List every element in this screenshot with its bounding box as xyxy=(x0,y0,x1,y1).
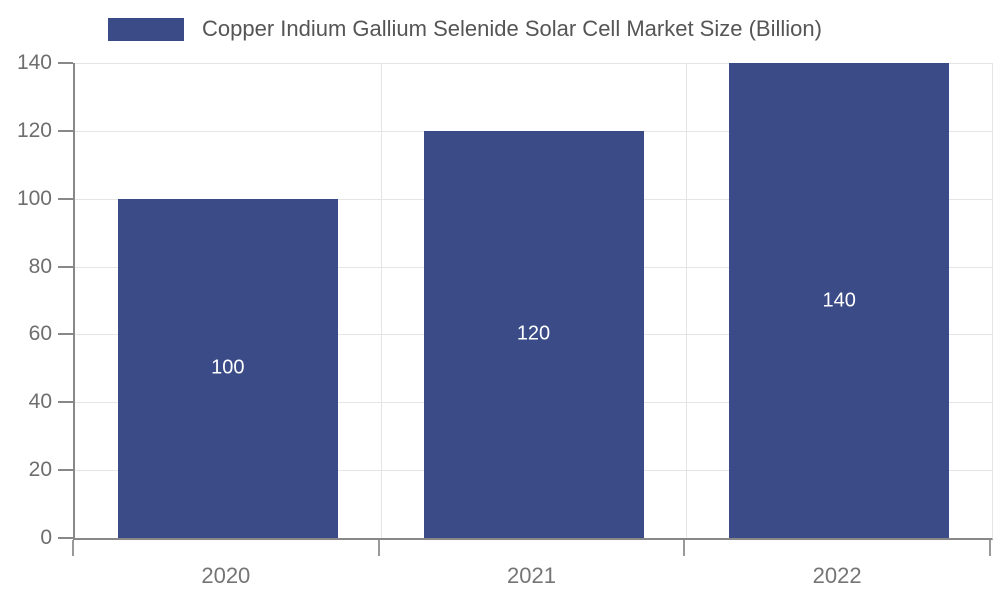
legend: Copper Indium Gallium Selenide Solar Cel… xyxy=(108,16,822,42)
plot-area: 100 120 140 xyxy=(73,63,993,540)
x-axis-tick xyxy=(683,540,686,556)
bar-2021 xyxy=(423,130,644,538)
y-tick-label: 60 xyxy=(28,322,52,346)
x-tick-label-2021: 2021 xyxy=(507,563,556,588)
y-tick-label: 140 xyxy=(16,51,52,74)
y-axis-tick xyxy=(58,333,73,336)
legend-label: Copper Indium Gallium Selenide Solar Cel… xyxy=(202,16,822,41)
y-tick-label: 40 xyxy=(28,390,52,414)
gridline-vertical xyxy=(686,63,688,538)
x-axis-tick xyxy=(989,540,991,556)
gridline-vertical xyxy=(380,63,382,538)
y-tick-label: 80 xyxy=(28,254,52,278)
legend-swatch xyxy=(108,17,184,41)
y-axis-tick xyxy=(58,129,73,132)
y-axis-tick xyxy=(58,401,73,404)
y-axis-tick xyxy=(58,537,73,539)
bar-value-label: 120 xyxy=(516,322,551,345)
bar-2022 xyxy=(729,63,950,538)
x-tick-label-2020: 2020 xyxy=(201,563,251,588)
x-axis-tick xyxy=(377,540,380,556)
bar-value-label: 100 xyxy=(211,356,245,379)
x-tick-label-2022: 2022 xyxy=(812,563,862,588)
y-axis-tick xyxy=(58,469,73,472)
x-axis-tick xyxy=(72,540,74,556)
bar-2020 xyxy=(117,198,338,538)
y-tick-label: 20 xyxy=(28,458,52,482)
y-axis-tick xyxy=(58,265,73,268)
y-tick-label: 100 xyxy=(16,186,52,210)
gridline-horizontal xyxy=(75,63,992,64)
y-axis-tick xyxy=(58,62,73,64)
y-tick-label: 0 xyxy=(40,526,52,549)
y-axis-tick xyxy=(58,197,73,200)
y-tick-label: 120 xyxy=(16,118,52,142)
bar-value-label: 140 xyxy=(822,289,856,311)
